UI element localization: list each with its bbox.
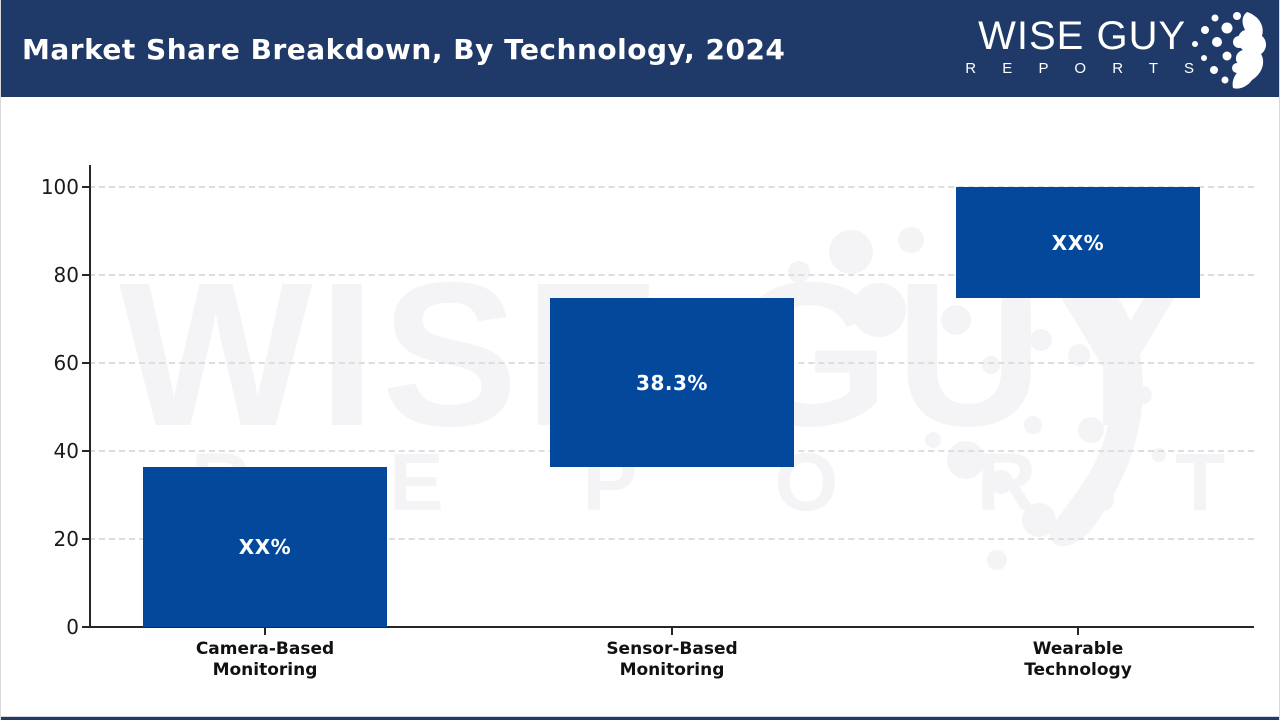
report-header: Market Share Breakdown, By Technology, 2… [1, 0, 1279, 97]
footer-strip [1, 717, 1279, 720]
y-tick-label: 20 [53, 527, 79, 551]
brand-logo: WISE GUY R E P O R T S [965, 8, 1267, 92]
y-axis-line [89, 165, 91, 627]
y-tick-label: 60 [53, 351, 79, 375]
bar-value-label: XX% [238, 534, 292, 559]
y-tick-label: 40 [53, 439, 79, 463]
brand-subtitle: R E P O R T S [965, 60, 1205, 77]
y-tick-20 [82, 538, 89, 540]
brand-face-dots-icon [1192, 12, 1267, 89]
bottom-border [1, 716, 1279, 717]
category-label: Sensor-Based Monitoring [606, 639, 738, 680]
y-tick-0 [82, 626, 89, 628]
y-tick-label: 80 [53, 263, 79, 287]
bar-1: XX% [143, 466, 387, 627]
bar-value-label: 38.3% [636, 370, 708, 395]
y-tick-40 [82, 450, 89, 452]
bar-2: 38.3% [550, 298, 794, 467]
x-tick-1 [264, 628, 266, 635]
bar-3: XX% [956, 187, 1200, 299]
gridline-80 [89, 274, 1254, 276]
x-tick-2 [671, 628, 673, 635]
gridline-20 [89, 538, 1254, 540]
bar-value-label: XX% [1051, 230, 1105, 255]
category-label: Camera-Based Monitoring [195, 639, 335, 680]
x-tick-3 [1077, 628, 1079, 635]
brand-name: WISE GUY [978, 14, 1187, 58]
y-tick-100 [82, 186, 89, 188]
page-title: Market Share Breakdown, By Technology, 2… [22, 33, 786, 66]
brand-logo-text: WISE GUY R E P O R T S [959, 14, 1205, 77]
category-label: Wearable Technology [1024, 639, 1132, 680]
gridline-100 [89, 186, 1254, 188]
y-tick-60 [82, 362, 89, 364]
y-tick-80 [82, 274, 89, 276]
y-tick-label: 100 [40, 175, 79, 199]
x-axis-line [89, 626, 1254, 628]
y-tick-label: 0 [66, 615, 79, 639]
